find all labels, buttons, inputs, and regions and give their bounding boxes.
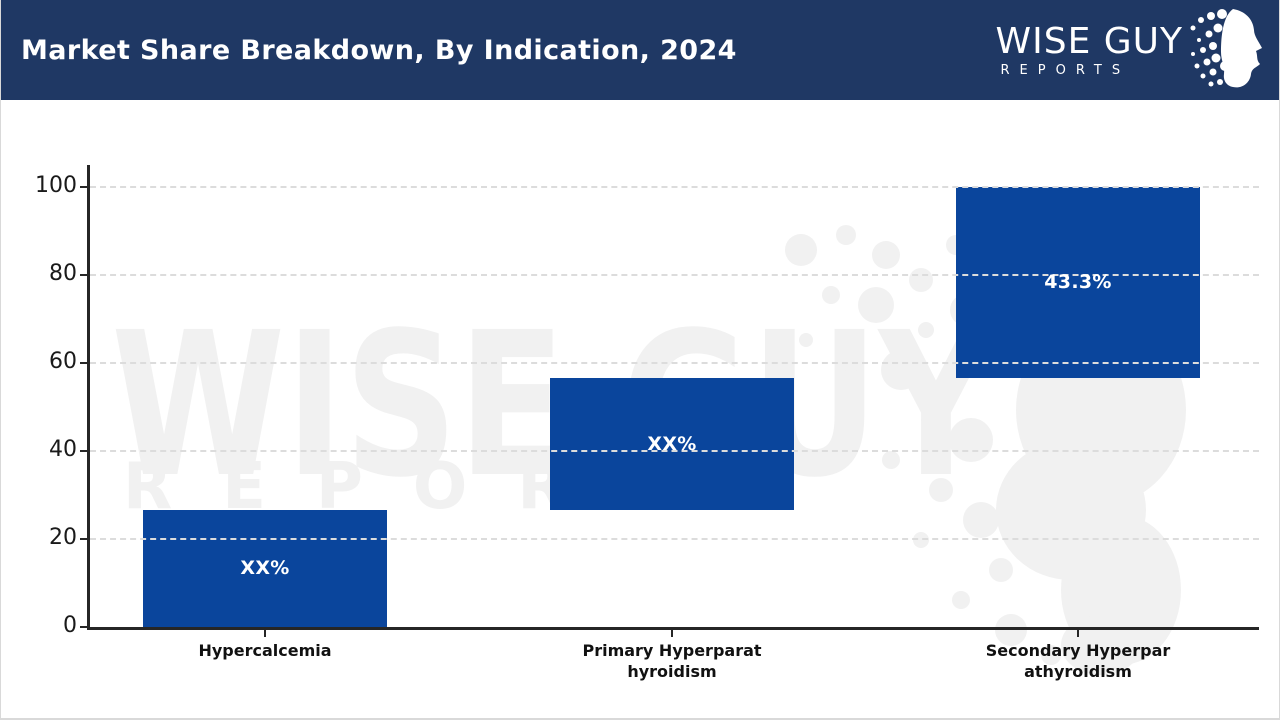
y-axis-tick-40 [80,450,89,452]
category-label-line: Hypercalcemia [198,641,332,660]
category-label-2: Primary Hyperparat hyroidism [512,640,832,682]
y-axis-label-40: 40 [49,437,77,462]
category-label-line: athyroidism [1024,662,1132,681]
logo-wordmark: WISE GUY [995,20,1183,62]
bar-1 [143,509,387,627]
page-title: Market Share Breakdown, By Indication, 2… [21,34,737,66]
gridline-y60 [90,362,1259,364]
y-axis-tick-60 [80,362,89,364]
header-bar: Market Share Breakdown, By Indication, 2… [1,0,1280,100]
gridline-y80 [90,274,1259,276]
y-axis-line [87,165,90,629]
x-axis-tick-1 [264,629,266,637]
bar-value-label-2: XX% [647,432,697,455]
y-axis-label-80: 80 [49,261,77,286]
y-axis-label-20: 20 [49,525,77,550]
y-axis-tick-80 [80,274,89,276]
y-axis-tick-20 [80,538,89,540]
y-axis-label-60: 60 [49,349,77,374]
category-label-line: Primary Hyperparat [582,641,762,660]
category-label-line: hyroidism [627,662,717,681]
y-axis-tick-100 [80,186,89,188]
category-label-3: Secondary Hyperpar athyroidism [918,640,1238,682]
gridline-y20 [90,538,1259,540]
logo-head-icon [1190,9,1262,88]
bar-value-label-3: 43.3% [1044,271,1112,294]
wiseguy-logo: WISE GUY REPORTS [996,6,1280,94]
gridline-y100 [90,186,1259,188]
gridline-y40 [90,450,1259,452]
x-axis-line [87,627,1259,630]
x-axis-tick-2 [671,629,673,637]
logo-text: WISE GUY REPORTS [995,20,1184,78]
y-axis-label-0: 0 [63,613,77,638]
category-label-1: Hypercalcemia [105,640,425,661]
bar-3 [956,187,1200,378]
bar-2 [550,377,794,510]
category-label-line: Secondary Hyperpar [985,641,1171,660]
logo-subtitle: REPORTS [1000,62,1131,78]
x-axis-tick-3 [1077,629,1079,637]
bar-value-label-1: XX% [240,557,290,580]
y-axis-label-100: 100 [35,173,77,198]
y-axis-tick-0 [80,626,89,628]
